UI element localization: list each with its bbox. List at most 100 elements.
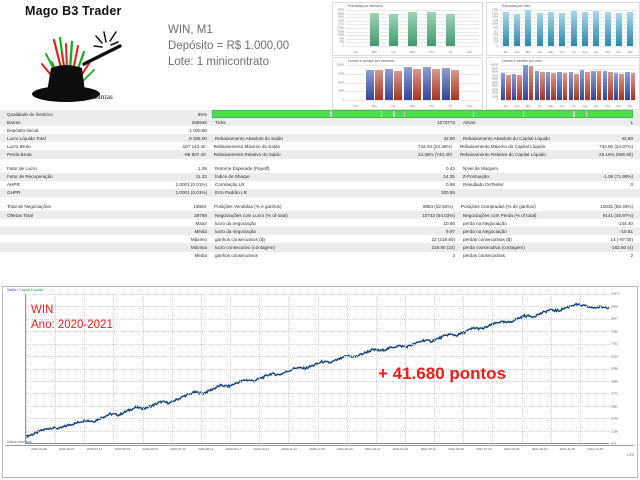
table-row: AHPR 1.0001 (0.01%) Correlação LR 0.98 Resul… — [0, 180, 640, 189]
gridline — [26, 443, 609, 444]
axis-tick-label: Fri — [448, 50, 453, 54]
bar — [385, 68, 393, 100]
stat-label: lucro da negociação — [215, 220, 257, 226]
stat-value: 10031 (55.46%) — [600, 204, 633, 210]
stat-value: 0.98 — [446, 182, 455, 188]
axis-tick-label: Thu — [429, 50, 434, 54]
bar — [445, 13, 456, 46]
axis-tick-label: 2021.12.28 — [587, 447, 603, 451]
stat-label: Rebaixamento Absoluto do Saldo — [215, 135, 283, 141]
gridline — [500, 17, 636, 19]
bar — [585, 71, 590, 100]
gridline — [500, 65, 636, 66]
gridline — [346, 91, 479, 93]
stat-label: perda na Negociação — [463, 228, 507, 234]
bar-group — [403, 10, 422, 46]
bar-group — [500, 10, 511, 46]
stat-value: Média — [194, 253, 207, 259]
stat-value: 268545 — [191, 119, 207, 125]
stat-value: Média — [194, 228, 207, 234]
gridline — [26, 331, 609, 333]
bar-group — [511, 10, 522, 46]
bar — [627, 12, 634, 46]
axis-tick-label: 4520 — [338, 8, 344, 12]
mini-chart-entries-per-weekday: Entradas por semana 4520 4068 3616 3164 2712… — [332, 2, 483, 56]
axis-tick-label: 10000 — [490, 63, 498, 67]
chart-y-axis: 10272 9400 8647 7835 7022 6210 5398 4585 3773 296… — [609, 291, 635, 445]
axis-tick-label: 2000 — [492, 91, 498, 95]
bar — [548, 12, 554, 46]
axis-tick-label: 2021.07.29 — [476, 447, 492, 451]
bar — [502, 12, 509, 46]
stat-label: Lucro Líquido Total — [7, 135, 46, 141]
gridline — [346, 100, 479, 101]
bar — [514, 14, 520, 46]
stat-value: -162.60 (4) — [610, 244, 633, 250]
axis-tick-label: Fri — [448, 104, 453, 108]
stat-value: 39768 — [194, 212, 207, 218]
mini-chart-title: Lucros e perdas por mês — [502, 59, 542, 63]
stat-value: 1.0001 (0.01%) — [175, 190, 207, 196]
stat-label: Rebaixamento Relativo do Capital Líquido — [459, 152, 546, 158]
axis-tick-label: 0 — [496, 98, 499, 102]
stat-value: 1.08 — [198, 166, 207, 172]
axis-tick-label: 356 — [493, 37, 498, 41]
bar-group — [346, 65, 365, 100]
bar-group — [422, 65, 441, 100]
table-row: Maior lucro da negociação 10.80 perda na Ne… — [0, 219, 640, 228]
bar — [619, 73, 624, 100]
spec-line-deposit: Depósito = R$ 1.000,00 — [168, 40, 290, 52]
axis-tick-label: 2020.10.21 — [253, 447, 270, 451]
axis-tick-label: 3773 — [611, 391, 618, 396]
gridline — [346, 46, 479, 47]
axis-tick-label: 0 — [496, 44, 499, 48]
table-row: Lucro Bruto 107 143.40 Rebaixamento Máximo… — [0, 142, 640, 151]
bar — [375, 69, 383, 100]
legend-equity: Capital Líquido — [19, 288, 44, 292]
axis-tick-label: 7835 — [611, 328, 618, 333]
stat-value: -10.81 — [619, 228, 633, 234]
stat-value: 0 — [630, 182, 633, 188]
bar-group — [557, 65, 568, 100]
stat-label: GHPR — [7, 190, 21, 196]
gridline — [500, 100, 636, 101]
axis-tick-label: 712 — [493, 30, 498, 34]
axis-tick-label: 1068 — [492, 22, 498, 26]
stat-value: 0.42 — [446, 166, 455, 172]
bar-group — [384, 65, 403, 100]
axis-tick-label: 5000 — [338, 81, 344, 84]
axis-tick-label: 2021.06.28 — [448, 447, 464, 451]
bar — [557, 71, 562, 100]
bar-group — [545, 10, 556, 46]
axis-tick-label: 2021.10.11 — [531, 447, 548, 451]
gridline — [500, 68, 636, 70]
gridline — [26, 368, 609, 371]
axis-tick-label: May — [548, 50, 554, 54]
gridline — [500, 20, 636, 22]
stat-value: 10743 (54.03%) — [422, 212, 455, 218]
bar-group — [625, 10, 636, 46]
bar — [525, 10, 532, 46]
bar — [604, 11, 611, 46]
bar — [574, 73, 579, 100]
bar-group — [346, 10, 365, 46]
axis-tick-label: 2021.09.06 — [503, 447, 520, 451]
bar-group — [523, 65, 534, 100]
bar — [451, 69, 459, 100]
stat-value: 24.36% (742.40) — [418, 152, 452, 158]
axis-tick-label: Thu — [429, 104, 434, 108]
spec-block: WIN, M1 Depósito = R$ 1.000,00 Lote: 1 m… — [168, 22, 289, 70]
bar — [432, 68, 440, 100]
table-row: Ofertas Total 39768 Negociações com Lucro … — [0, 211, 640, 220]
axis-tick-label: Mon — [371, 104, 378, 108]
axis-tick-label: 2020.08.14 — [198, 447, 214, 451]
stat-label: perda na Negociação — [463, 220, 507, 226]
stat-value: -98 807.40 — [183, 152, 206, 158]
bar — [551, 72, 556, 100]
stat-value: Maior — [195, 220, 208, 226]
stat-label: perda consecutiva (contagem) — [463, 244, 525, 250]
bar-group — [500, 65, 511, 100]
report-header: Mago B3 Trader — [0, 0, 640, 110]
gridline — [500, 82, 636, 84]
gridline — [500, 42, 636, 44]
